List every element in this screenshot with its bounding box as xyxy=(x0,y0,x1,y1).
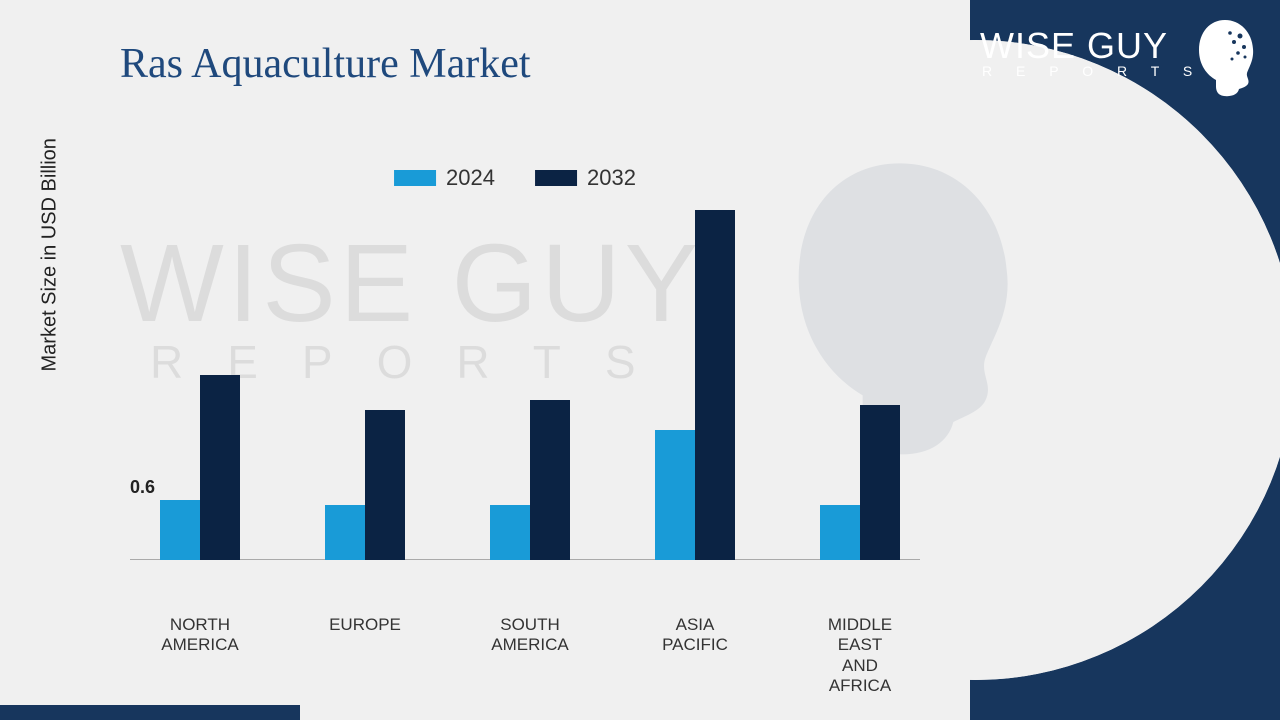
x-axis-category-label: MIDDLEEASTANDAFRICA xyxy=(800,615,920,697)
legend-item-2024: 2024 xyxy=(394,165,495,191)
bar-group xyxy=(160,375,240,560)
plot-area: NORTHAMERICAEUROPESOUTHAMERICAASIAPACIFI… xyxy=(130,210,920,560)
bottom-accent-strip xyxy=(0,705,300,720)
legend-item-2032: 2032 xyxy=(535,165,636,191)
bar xyxy=(530,400,570,560)
x-axis-category-label: ASIAPACIFIC xyxy=(635,615,755,656)
bar xyxy=(695,210,735,560)
brand-head-icon xyxy=(1190,17,1260,97)
x-axis-category-label: NORTHAMERICA xyxy=(140,615,260,656)
bar xyxy=(325,505,365,560)
bar-group xyxy=(655,210,735,560)
bar-group xyxy=(490,400,570,560)
bar xyxy=(860,405,900,560)
chart-legend: 2024 2032 xyxy=(394,165,636,191)
bar xyxy=(820,505,860,560)
y-axis-label: Market Size in USD Billion xyxy=(39,138,62,371)
bar-chart: Market Size in USD Billion 2024 2032 NOR… xyxy=(100,160,930,700)
chart-title: Ras Aquaculture Market xyxy=(120,40,531,88)
bar xyxy=(365,410,405,560)
bar xyxy=(490,505,530,560)
brand-logo: WISE GUY R E P O R T S xyxy=(980,25,1260,79)
legend-swatch-2032 xyxy=(535,170,577,186)
bar xyxy=(655,430,695,560)
legend-label-2032: 2032 xyxy=(587,165,636,191)
bar-group xyxy=(325,410,405,560)
bar xyxy=(160,500,200,560)
bar xyxy=(200,375,240,560)
legend-swatch-2024 xyxy=(394,170,436,186)
bar-value-label: 0.6 xyxy=(130,477,155,498)
x-axis-category-label: SOUTHAMERICA xyxy=(470,615,590,656)
legend-label-2024: 2024 xyxy=(446,165,495,191)
bar-group xyxy=(820,405,900,560)
x-axis-category-label: EUROPE xyxy=(305,615,425,635)
